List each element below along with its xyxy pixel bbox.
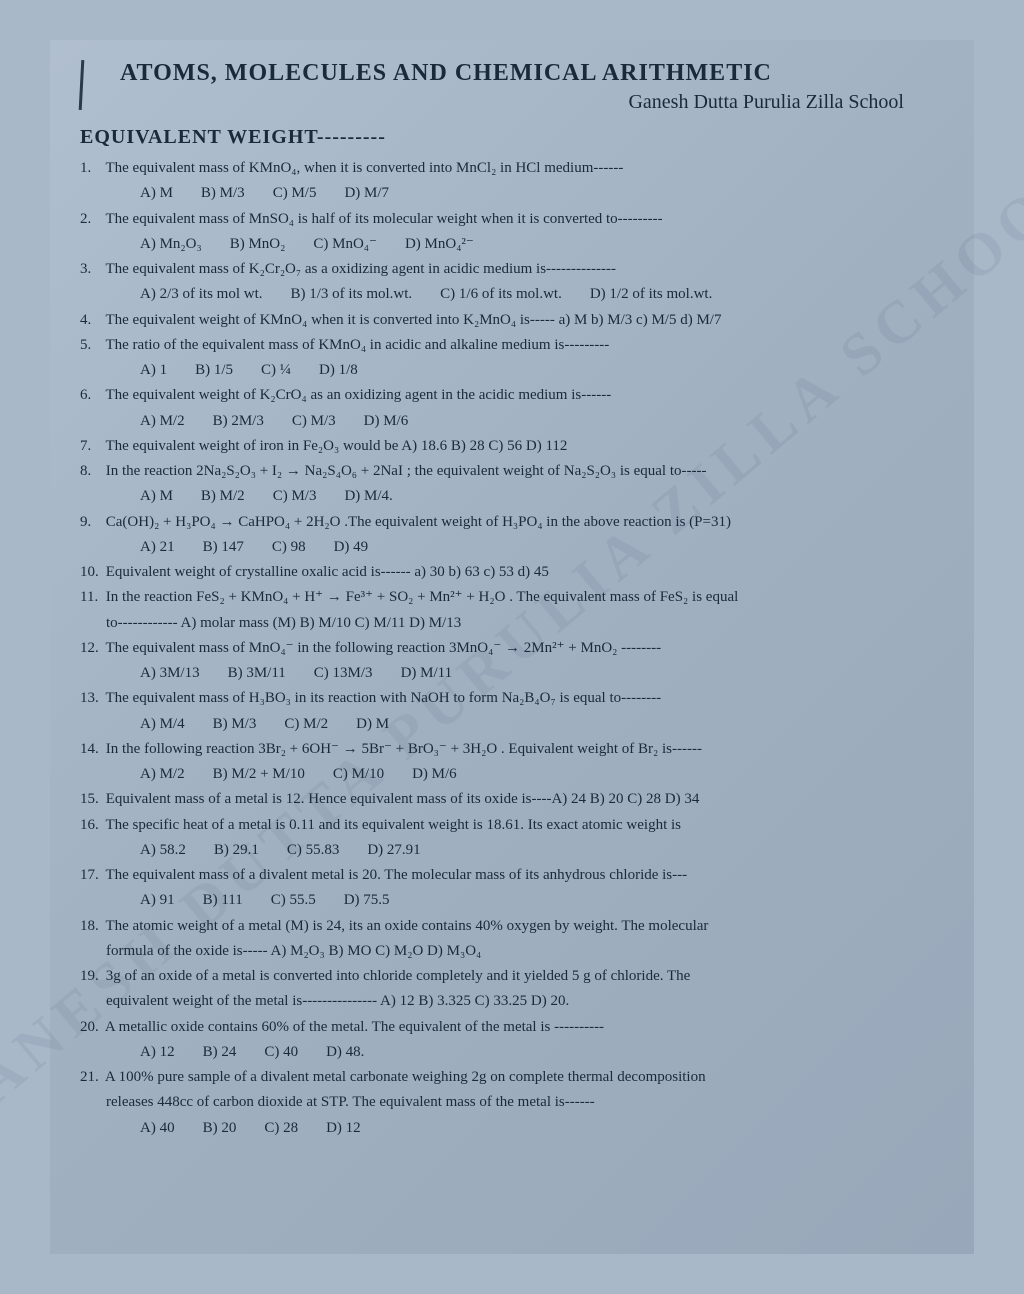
question: 12. The equivalent mass of MnO₄⁻ in the … — [80, 637, 944, 660]
options: A) M/2B) M/2 + M/10C) M/10D) M/6 — [140, 763, 944, 786]
question: 11. In the reaction FeS₂ + KMnO₄ + H⁺ → … — [80, 586, 944, 609]
school-name: Ganesh Dutta Purulia Zilla School — [80, 91, 904, 114]
options: A) 3M/13B) 3M/11C) 13M/3D) M/11 — [140, 662, 944, 685]
options: A) MB) M/3C) M/5D) M/7 — [140, 182, 944, 205]
question: 15. Equivalent mass of a metal is 12. He… — [80, 788, 944, 811]
question: 2. The equivalent mass of MnSO₄ is half … — [80, 208, 944, 231]
question-cont: formula of the oxide is----- A) M₂O₃ B) … — [106, 940, 944, 963]
question: 1. The equivalent mass of KMnO₄, when it… — [80, 157, 944, 180]
section-heading: EQUIVALENT WEIGHT--------- — [80, 126, 944, 149]
question-cont: releases 448cc of carbon dioxide at STP.… — [106, 1091, 944, 1114]
options: A) Mn₂O₃B) MnO₂C) MnO₄⁻D) MnO₄²⁻ — [140, 233, 944, 256]
question: 9. Ca(OH)₂ + H₃PO₄ → CaHPO₄ + 2H₂O .The … — [80, 511, 944, 534]
question: 3. The equivalent mass of K₂Cr₂O₇ as a o… — [80, 258, 944, 281]
options: A) 21B) 147C) 98D) 49 — [140, 536, 944, 559]
question: 7. The equivalent weight of iron in Fe₂O… — [80, 435, 944, 458]
worksheet-page: GANESH DUTTA PURULIA ZILLA SCHOOL ATOMS,… — [50, 40, 974, 1254]
options: A) MB) M/2C) M/3D) M/4. — [140, 485, 944, 508]
question: 20. A metallic oxide contains 60% of the… — [80, 1016, 944, 1039]
question: 13. The equivalent mass of H₃BO₃ in its … — [80, 687, 944, 710]
options: A) 58.2B) 29.1C) 55.83D) 27.91 — [140, 839, 944, 862]
question-cont: to------------ A) molar mass (M) B) M/10… — [106, 612, 944, 635]
question: 6. The equivalent weight of K₂CrO₄ as an… — [80, 384, 944, 407]
options: A) 40B) 20C) 28D) 12 — [140, 1117, 944, 1140]
options: A) M/2B) 2M/3C) M/3D) M/6 — [140, 410, 944, 433]
question: 5. The ratio of the equivalent mass of K… — [80, 334, 944, 357]
question: 4. The equivalent weight of KMnO₄ when i… — [80, 309, 944, 332]
question: 10. Equivalent weight of crystalline oxa… — [80, 561, 944, 584]
page-title: ATOMS, MOLECULES AND CHEMICAL ARITHMETIC — [120, 60, 944, 87]
question: 21. A 100% pure sample of a divalent met… — [80, 1066, 944, 1089]
question: 17. The equivalent mass of a divalent me… — [80, 864, 944, 887]
options: A) 91B) 111C) 55.5D) 75.5 — [140, 889, 944, 912]
options: A) M/4B) M/3C) M/2D) M — [140, 713, 944, 736]
question-cont: equivalent weight of the metal is-------… — [106, 990, 944, 1013]
question: 8. In the reaction 2Na₂S₂O₃ + I₂ → Na₂S₄… — [80, 460, 944, 483]
options: A) 12B) 24C) 40D) 48. — [140, 1041, 944, 1064]
question: 18. The atomic weight of a metal (M) is … — [80, 915, 944, 938]
questions-container: 1. The equivalent mass of KMnO₄, when it… — [80, 157, 944, 1140]
question: 16. The specific heat of a metal is 0.11… — [80, 814, 944, 837]
question: 19. 3g of an oxide of a metal is convert… — [80, 965, 944, 988]
options: A) 1B) 1/5C) ¼D) 1/8 — [140, 359, 944, 382]
question: 14. In the following reaction 3Br₂ + 6OH… — [80, 738, 944, 761]
options: A) 2/3 of its mol wt.B) 1/3 of its mol.w… — [140, 283, 944, 306]
